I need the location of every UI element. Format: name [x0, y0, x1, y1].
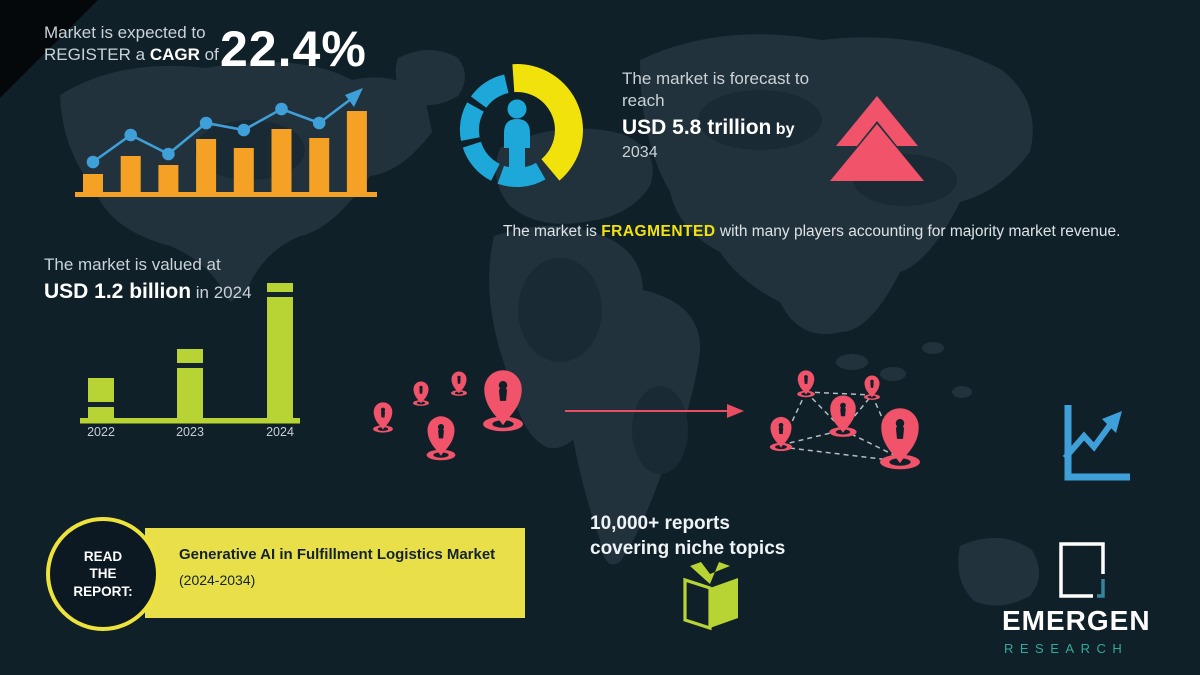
trend-bar — [83, 174, 103, 192]
cagr-chart-series — [83, 88, 367, 192]
person-icon — [504, 99, 530, 168]
cagr-value: 22.4% — [220, 21, 367, 77]
valuation-bar — [88, 378, 114, 418]
location-pin-icon — [483, 370, 523, 432]
cagr-intro-line2: REGISTER a CAGR of — [44, 44, 219, 64]
trend-arrowhead — [345, 88, 363, 107]
growth-chart-icon — [1062, 405, 1130, 481]
trend-dot — [237, 123, 251, 137]
transition-arrowhead — [727, 404, 744, 418]
trend-dot — [312, 116, 326, 130]
logo-name: EMERGEN — [1002, 605, 1151, 636]
trend-dot — [124, 128, 137, 142]
double-up-arrow-icon — [830, 96, 924, 181]
location-pin-icon — [797, 370, 815, 398]
valuation-bar-stripe — [88, 402, 114, 407]
trend-bar — [271, 129, 292, 192]
trend-line — [92, 94, 356, 164]
forecast-text: The market is forecast to reach USD 5.8 … — [622, 68, 852, 164]
read-report-circle-label: READ THE REPORT: — [73, 548, 133, 599]
logo-square-icon — [1059, 542, 1105, 598]
donut-segment — [462, 141, 500, 181]
pin-cluster-left — [373, 370, 523, 461]
market-share-donut — [459, 64, 583, 188]
donut-segment — [459, 102, 484, 141]
cagr-intro-text: Market is expected to REGISTER a CAGR of — [44, 22, 229, 66]
valuation-bar — [267, 283, 293, 418]
reports-count-text: 10,000+ reports covering niche topics — [590, 512, 785, 561]
location-pin-icon — [829, 395, 857, 437]
trend-dot — [162, 147, 175, 161]
location-pin-icon — [451, 371, 467, 396]
forecast-line2: reach — [622, 90, 665, 110]
read-report-circle[interactable]: READ THE REPORT: — [46, 517, 160, 631]
donut-segment — [470, 74, 509, 108]
location-pin-icon — [769, 416, 793, 452]
valuation-bar-chart: 2022 2023 2024 — [80, 283, 300, 439]
valuation-bar-stripe — [177, 363, 203, 368]
location-pin-icon — [880, 408, 920, 470]
report-period: (2024-2034) — [179, 572, 256, 588]
forecast-year: 2034 — [622, 144, 658, 162]
cagr-trend-chart — [75, 88, 377, 197]
valuation-year-label: 2022 — [87, 425, 115, 439]
location-pin-icon — [864, 375, 880, 400]
open-book-icon — [683, 562, 738, 631]
cagr-intro-line1: Market is expected to — [44, 23, 206, 42]
donut-segment — [497, 162, 546, 188]
valuation-text: The market is valued at USD 1.2 billion … — [44, 254, 324, 306]
trend-dot — [86, 155, 100, 169]
valuation-value-line: USD 1.2 billion in 2024 — [44, 279, 252, 303]
brand-logo: EMERGEN RESEARCH — [1002, 538, 1162, 656]
report-title-box[interactable]: Generative AI in Fulfillment Logistics M… — [145, 528, 525, 618]
chart-baseline — [80, 418, 300, 424]
trend-bar — [346, 111, 367, 192]
donut-segment — [512, 64, 583, 181]
forecast-value-line: USD 5.8 trillion by — [622, 115, 795, 139]
donut-segments — [459, 64, 583, 188]
location-pin-icon — [413, 381, 429, 406]
fragmented-highlight: FRAGMENTED — [601, 223, 716, 240]
forecast-line1: The market is forecast to — [622, 69, 810, 88]
valuation-chart-series: 2022 2023 2024 — [87, 283, 294, 439]
valuation-value: USD 1.2 billion — [44, 279, 192, 303]
cagr-label: CAGR — [149, 44, 200, 64]
trend-dot — [275, 102, 288, 116]
chart-baseline — [75, 192, 377, 197]
location-pin-icon — [373, 402, 393, 433]
trend-dot — [199, 116, 213, 130]
valuation-intro: The market is valued at — [44, 255, 221, 274]
reports-line2: covering niche topics — [590, 537, 786, 559]
trend-bar — [233, 148, 254, 192]
trend-bar — [120, 156, 141, 192]
valuation-bar — [177, 349, 203, 418]
logo-subtitle: RESEARCH — [1004, 641, 1129, 656]
valuation-year-label: 2024 — [266, 425, 294, 439]
trend-bar — [196, 139, 217, 192]
trend-bar — [309, 138, 330, 192]
report-title: Generative AI in Fulfillment Logistics M… — [179, 546, 496, 563]
fragmented-statement: The market is FRAGMENTED with many playe… — [503, 223, 1121, 240]
valuation-bar-stripe — [267, 292, 293, 297]
valuation-year-label: 2023 — [176, 425, 204, 439]
location-pin-icon — [426, 416, 456, 461]
reports-line1: 10,000+ reports — [590, 513, 730, 534]
corner-triangle-decoration — [0, 0, 98, 98]
forecast-value: USD 5.8 trillion — [622, 115, 772, 139]
trend-bar — [158, 165, 179, 192]
